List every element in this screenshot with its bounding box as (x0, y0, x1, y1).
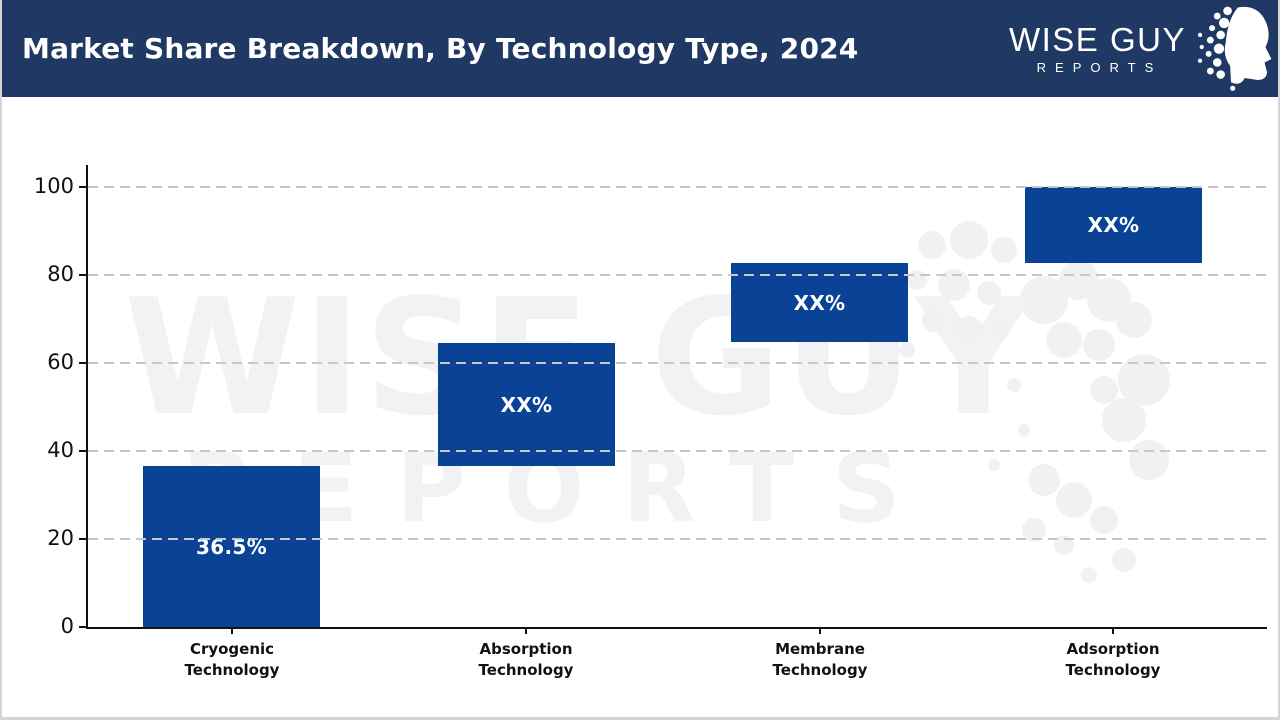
bar-value-label: XX% (500, 392, 553, 417)
y-tick-mark-80 (79, 274, 86, 276)
x-tick-mark-2 (819, 627, 821, 634)
gridline-100 (88, 186, 1267, 188)
y-tick-label-100: 100 (33, 174, 74, 198)
logo-name: WISE GUY (1008, 21, 1186, 58)
y-tick-mark-40 (79, 450, 86, 452)
y-axis-spine (86, 165, 88, 629)
gridline-20 (88, 538, 1267, 540)
bar-value-label: XX% (793, 290, 846, 315)
page-title: Market Share Breakdown, By Technology Ty… (22, 32, 859, 65)
brand-logo: WISE GUY REPORTS (1009, 0, 1274, 97)
x-axis-label-3: Adsorption Technology (1065, 640, 1161, 679)
y-tick-label-20: 20 (47, 526, 74, 550)
y-tick-mark-0 (79, 626, 86, 628)
x-axis-label-0: Cryogenic Technology (184, 640, 280, 679)
bar-membrane-technology: XX% (731, 263, 908, 342)
x-axis-label-2: Membrane Technology (772, 640, 868, 679)
bar-value-label: XX% (1087, 213, 1140, 237)
y-tick-label-0: 0 (60, 614, 74, 638)
logo-subtitle: REPORTS (1036, 60, 1163, 75)
watermark-dots-head (872, 215, 1182, 604)
gridline-80 (88, 274, 1267, 276)
x-tick-mark-1 (525, 627, 527, 634)
gridline-60 (88, 362, 1267, 364)
x-tick-mark-0 (231, 627, 233, 634)
y-tick-label-60: 60 (47, 350, 74, 374)
header-bar: Market Share Breakdown, By Technology Ty… (2, 0, 1278, 97)
head-profile-icon (1188, 1, 1274, 97)
x-tick-mark-3 (1112, 627, 1114, 634)
y-tick-mark-60 (79, 362, 86, 364)
y-tick-mark-100 (79, 186, 86, 188)
x-axis-label-1: Absorption Technology (478, 640, 574, 679)
x-axis-spine (86, 627, 1267, 629)
y-tick-mark-20 (79, 538, 86, 540)
gridline-40 (88, 450, 1267, 452)
logo-wordmark: WISE GUY REPORTS (1008, 21, 1186, 76)
y-tick-label-80: 80 (47, 262, 74, 286)
bar-cryogenic-technology: 36.5% (143, 466, 320, 627)
y-tick-label-40: 40 (47, 438, 74, 462)
bar-adsorption-technology: XX% (1025, 187, 1202, 263)
